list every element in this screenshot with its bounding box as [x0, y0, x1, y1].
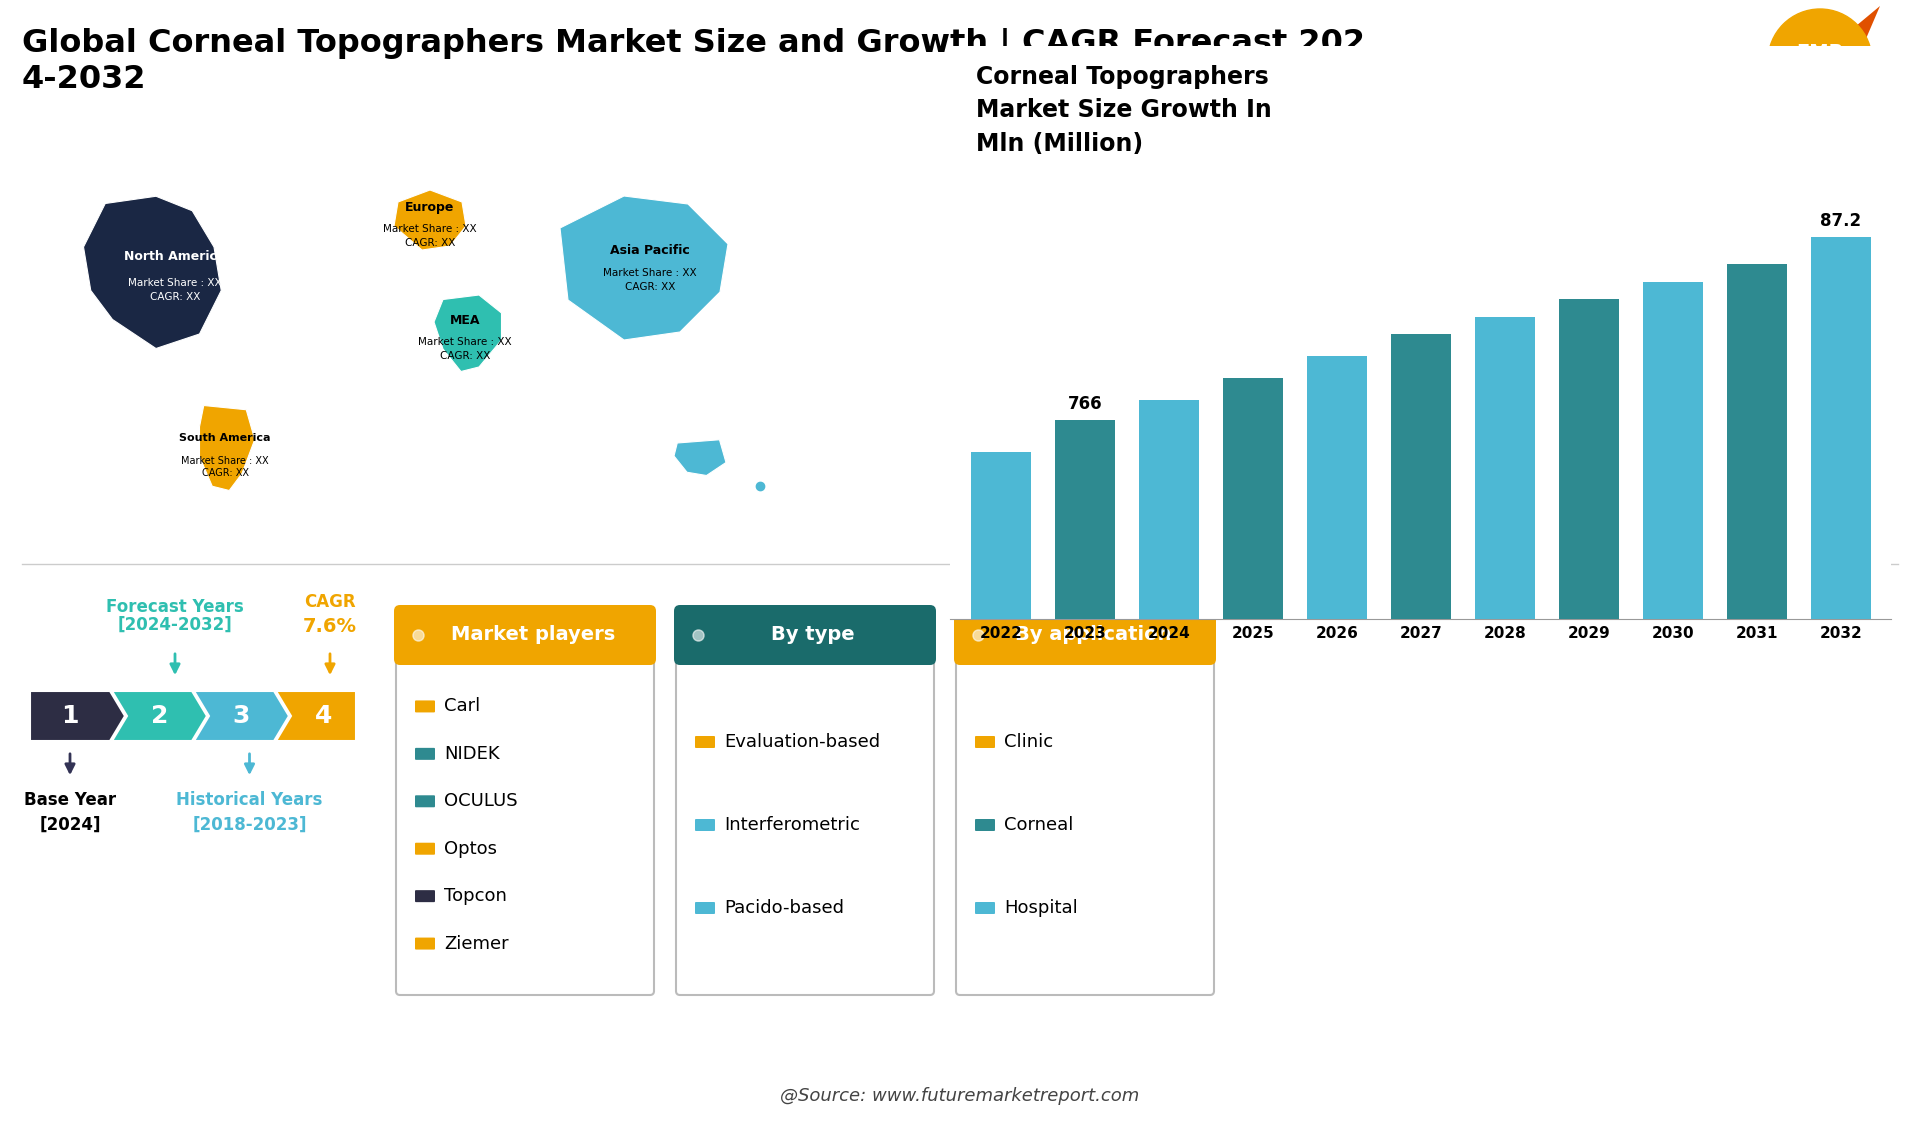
- Text: @Source: www.futuremarketreport.com: @Source: www.futuremarketreport.com: [780, 1088, 1140, 1105]
- FancyBboxPatch shape: [415, 890, 436, 902]
- FancyBboxPatch shape: [415, 842, 436, 855]
- Polygon shape: [276, 691, 355, 741]
- Polygon shape: [83, 196, 221, 348]
- Text: 87.2: 87.2: [1820, 212, 1860, 230]
- Bar: [1726, 264, 1788, 619]
- Text: Carl: Carl: [444, 698, 480, 715]
- Bar: [1559, 299, 1619, 619]
- Bar: [1306, 356, 1367, 619]
- Bar: [1642, 282, 1703, 619]
- Text: 3: 3: [232, 704, 250, 728]
- Polygon shape: [111, 691, 207, 741]
- FancyBboxPatch shape: [674, 605, 937, 665]
- FancyBboxPatch shape: [695, 736, 714, 748]
- Bar: [1475, 316, 1536, 619]
- Polygon shape: [31, 691, 125, 741]
- Text: Market Share : XX: Market Share : XX: [384, 223, 476, 234]
- FancyBboxPatch shape: [394, 605, 657, 665]
- Text: Forecast Years: Forecast Years: [106, 598, 244, 617]
- Text: CAGR: XX: CAGR: XX: [405, 238, 455, 248]
- Circle shape: [1768, 9, 1872, 113]
- Text: By application: By application: [1016, 626, 1171, 644]
- Text: Market Share : XX: Market Share : XX: [180, 456, 269, 466]
- Text: Market Share : XX: Market Share : XX: [603, 268, 697, 278]
- Bar: [970, 453, 1031, 619]
- Text: Europe: Europe: [405, 202, 455, 214]
- FancyBboxPatch shape: [695, 819, 714, 831]
- Text: Optos: Optos: [444, 840, 497, 857]
- FancyBboxPatch shape: [956, 656, 1213, 995]
- Text: Market Share : XX: Market Share : XX: [129, 278, 223, 288]
- Text: 4: 4: [315, 704, 332, 728]
- Polygon shape: [434, 295, 501, 371]
- FancyBboxPatch shape: [695, 902, 714, 915]
- FancyBboxPatch shape: [415, 937, 436, 950]
- Text: [2024-2032]: [2024-2032]: [117, 617, 232, 634]
- Polygon shape: [394, 190, 467, 250]
- Text: CAGR: XX: CAGR: XX: [624, 282, 676, 292]
- Text: CAGR: CAGR: [303, 592, 355, 611]
- Text: Base Year: Base Year: [23, 791, 115, 809]
- Bar: [1054, 419, 1116, 619]
- Text: 4-2032: 4-2032: [21, 64, 146, 95]
- Text: Clinic: Clinic: [1004, 733, 1054, 751]
- FancyBboxPatch shape: [396, 656, 655, 995]
- Text: South America: South America: [179, 433, 271, 444]
- Polygon shape: [194, 691, 290, 741]
- Text: Interferometric: Interferometric: [724, 816, 860, 834]
- Bar: [1811, 237, 1870, 619]
- FancyBboxPatch shape: [415, 700, 436, 713]
- Text: Corneal Topographers
Market Size Growth In
Mln (Million): Corneal Topographers Market Size Growth …: [975, 65, 1271, 156]
- Polygon shape: [674, 440, 726, 476]
- Text: By type: By type: [772, 626, 854, 644]
- Polygon shape: [200, 406, 255, 490]
- Text: FMR: FMR: [1797, 44, 1843, 63]
- FancyBboxPatch shape: [975, 902, 995, 915]
- Text: 766: 766: [1068, 395, 1102, 413]
- Text: 2: 2: [152, 704, 169, 728]
- Text: North America: North America: [125, 250, 227, 262]
- Text: Evaluation-based: Evaluation-based: [724, 733, 879, 751]
- FancyBboxPatch shape: [954, 605, 1215, 665]
- Bar: [1139, 400, 1198, 619]
- FancyBboxPatch shape: [975, 819, 995, 831]
- Text: Historical Years: Historical Years: [177, 791, 323, 809]
- Bar: [1390, 335, 1452, 619]
- Text: MEA: MEA: [449, 314, 480, 328]
- Text: 7.6%: 7.6%: [303, 617, 357, 636]
- Text: Market Share : XX: Market Share : XX: [419, 337, 513, 347]
- Text: CAGR: XX: CAGR: XX: [150, 292, 200, 303]
- Text: Asia Pacific: Asia Pacific: [611, 244, 689, 258]
- Text: [2024]: [2024]: [38, 816, 100, 834]
- Text: OCULUS: OCULUS: [444, 792, 518, 810]
- Text: Market players: Market players: [451, 626, 614, 644]
- Text: 1: 1: [61, 704, 79, 728]
- Text: Ziemer: Ziemer: [444, 935, 509, 952]
- Text: Topcon: Topcon: [444, 887, 507, 905]
- Text: Pacido-based: Pacido-based: [724, 898, 845, 917]
- FancyBboxPatch shape: [415, 795, 436, 807]
- Polygon shape: [1851, 6, 1880, 41]
- Text: Hospital: Hospital: [1004, 898, 1077, 917]
- Text: [2018-2023]: [2018-2023]: [192, 816, 307, 834]
- FancyBboxPatch shape: [676, 656, 933, 995]
- Text: Global Corneal Topographers Market Size and Growth | CAGR Forecast 202: Global Corneal Topographers Market Size …: [21, 28, 1365, 60]
- Bar: [1223, 378, 1283, 619]
- Text: Corneal: Corneal: [1004, 816, 1073, 834]
- Text: CAGR: XX: CAGR: XX: [202, 468, 248, 478]
- FancyBboxPatch shape: [415, 748, 436, 760]
- FancyBboxPatch shape: [975, 736, 995, 748]
- Polygon shape: [561, 196, 728, 340]
- Text: CAGR: XX: CAGR: XX: [440, 351, 490, 361]
- Text: FUTURE MARKET REPORT: FUTURE MARKET REPORT: [1772, 71, 1868, 79]
- Text: NIDEK: NIDEK: [444, 745, 499, 763]
